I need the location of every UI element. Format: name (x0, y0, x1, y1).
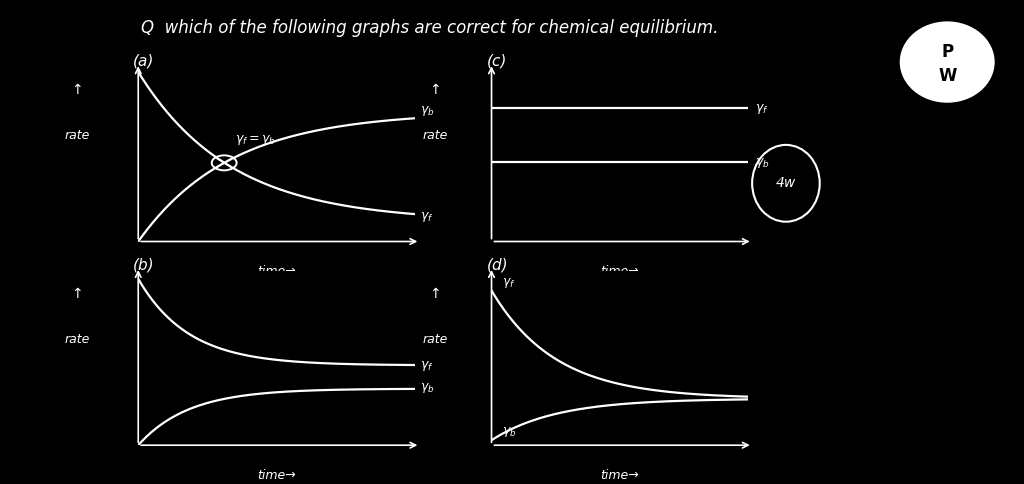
Text: rate: rate (423, 332, 447, 345)
Text: time→: time→ (600, 468, 639, 481)
Text: ↑: ↑ (429, 83, 441, 97)
Text: time→: time→ (257, 265, 296, 278)
Text: (d): (d) (486, 257, 508, 272)
Text: (c): (c) (486, 54, 507, 69)
Text: time→: time→ (600, 265, 639, 278)
Text: time→: time→ (257, 468, 296, 481)
Text: ↑: ↑ (72, 286, 83, 300)
Text: $\gamma_b$: $\gamma_b$ (502, 424, 516, 439)
Text: $\gamma_b$: $\gamma_b$ (420, 380, 435, 394)
Text: $\gamma_f$: $\gamma_f$ (502, 275, 515, 289)
Text: ↑: ↑ (72, 83, 83, 97)
Text: W: W (938, 67, 956, 85)
Text: $\gamma_b$: $\gamma_b$ (756, 155, 770, 169)
Text: ↑: ↑ (429, 286, 441, 300)
Text: $\gamma_f$: $\gamma_f$ (756, 102, 769, 116)
Text: P: P (941, 43, 953, 60)
Circle shape (901, 24, 993, 102)
Text: rate: rate (423, 129, 447, 142)
Text: 4w: 4w (776, 175, 796, 189)
Text: $\gamma_f = \gamma_b$: $\gamma_f = \gamma_b$ (236, 133, 275, 147)
Text: Q  which of the following graphs are correct for chemical equilibrium.: Q which of the following graphs are corr… (141, 19, 719, 37)
Text: rate: rate (65, 332, 90, 345)
Text: (a): (a) (133, 54, 154, 69)
Text: (b): (b) (133, 257, 155, 272)
Text: rate: rate (65, 129, 90, 142)
Text: $\gamma_f$: $\gamma_f$ (420, 358, 434, 372)
Text: $\gamma_b$: $\gamma_b$ (420, 104, 435, 118)
Text: $\gamma_f$: $\gamma_f$ (420, 210, 434, 224)
